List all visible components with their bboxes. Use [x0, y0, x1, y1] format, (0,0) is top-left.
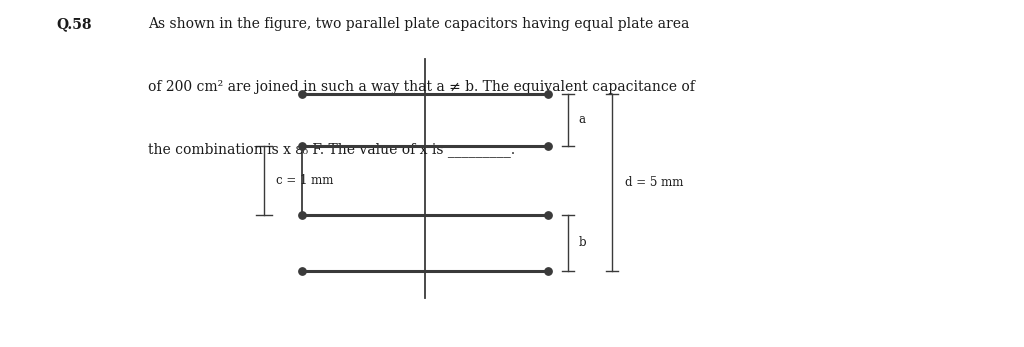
Point	[540, 212, 556, 218]
Point	[540, 268, 556, 273]
Point	[540, 143, 556, 149]
Text: a: a	[579, 113, 586, 126]
Point	[294, 143, 310, 149]
Point	[294, 212, 310, 218]
Text: d = 5 mm: d = 5 mm	[625, 176, 683, 189]
Text: b: b	[579, 236, 586, 249]
Text: c = 1 mm: c = 1 mm	[276, 174, 334, 187]
Text: the combination is x ε₀ F. The value of x is _________.: the combination is x ε₀ F. The value of …	[148, 142, 516, 157]
Text: Q.58: Q.58	[56, 17, 92, 31]
Text: As shown in the figure, two parallel plate capacitors having equal plate area: As shown in the figure, two parallel pla…	[148, 17, 690, 31]
Point	[294, 268, 310, 273]
Point	[294, 91, 310, 96]
Point	[540, 91, 556, 96]
Text: of 200 cm² are joined in such a way that a ≠ b. The equivalent capacitance of: of 200 cm² are joined in such a way that…	[148, 80, 695, 94]
